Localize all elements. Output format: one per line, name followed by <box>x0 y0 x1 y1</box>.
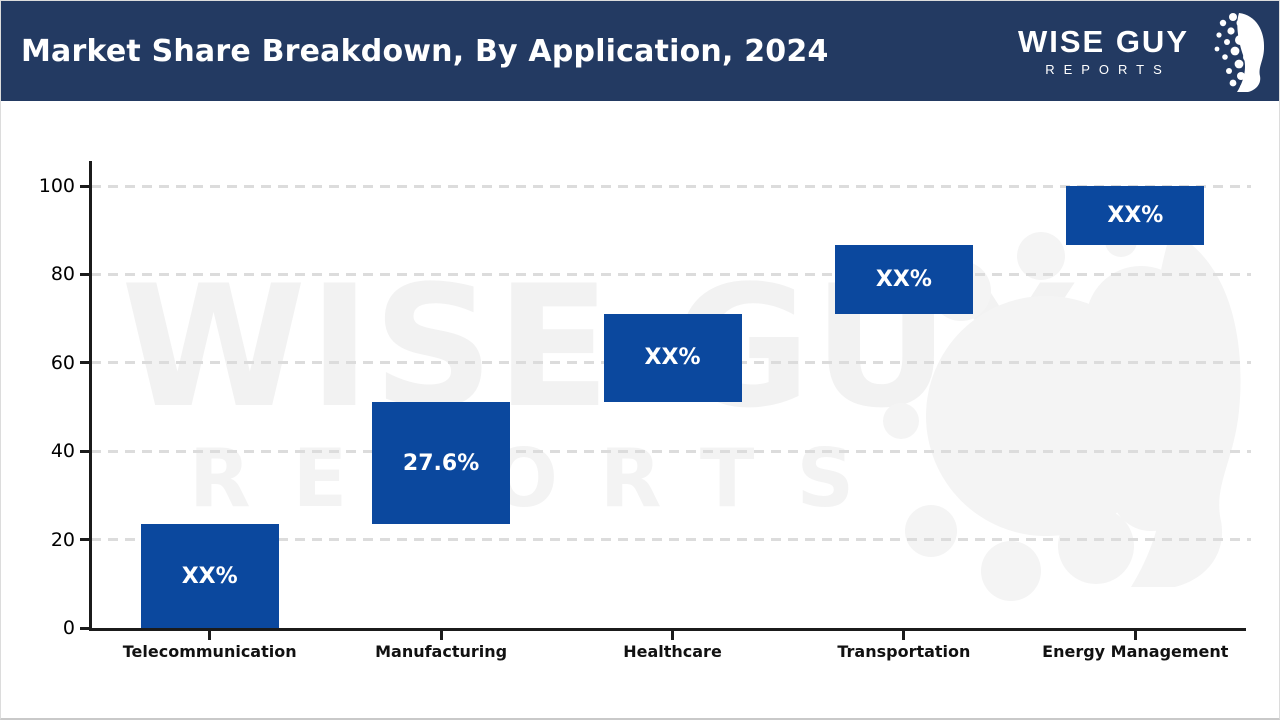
bar-value-label: 27.6% <box>402 450 480 476</box>
y-tick-0 <box>80 626 89 630</box>
brand-wordmark: WISE GUY REPORTS <box>1018 25 1189 79</box>
bar-value-label: XX% <box>875 266 932 292</box>
chart-title: Market Share Breakdown, By Application, … <box>21 34 829 69</box>
y-tick-40 <box>80 449 89 453</box>
brand-name-line1: WISE GUY <box>1017 24 1189 59</box>
bar-healthcare: XX% <box>603 313 742 403</box>
y-tick-100 <box>80 184 89 188</box>
bar-value-label: XX% <box>644 345 701 371</box>
y-tick-80 <box>80 272 89 276</box>
x-axis-line <box>89 628 1246 631</box>
gridline-80 <box>91 272 1251 276</box>
y-tick-label-100: 100 <box>38 175 75 197</box>
gridline-20 <box>91 538 1251 542</box>
x-category-label-1: Manufacturing <box>375 642 508 661</box>
y-axis-line <box>89 161 92 631</box>
header-bar: Market Share Breakdown, By Application, … <box>1 1 1279 101</box>
y-tick-60 <box>80 361 89 365</box>
x-tick-1 <box>439 631 443 640</box>
gridline-40 <box>91 449 1251 453</box>
brand-name-line2: REPORTS <box>1045 62 1171 77</box>
x-tick-0 <box>208 631 212 640</box>
brand-logo: WISE GUY REPORTS <box>1018 11 1267 93</box>
bar-value-label: XX% <box>1107 203 1164 229</box>
bar-telecommunication: XX% <box>140 524 279 628</box>
bar-value-label: XX% <box>181 563 238 589</box>
x-tick-4 <box>1133 631 1137 640</box>
bar-energy-management: XX% <box>1066 186 1205 246</box>
x-tick-2 <box>671 631 674 640</box>
gridline-100 <box>91 184 1251 188</box>
head-logo-icon <box>1214 13 1265 92</box>
y-tick-label-60: 60 <box>50 351 75 374</box>
x-tick-3 <box>902 631 906 640</box>
x-category-label-0: Telecommunication <box>122 642 297 661</box>
y-tick-label-40: 40 <box>50 440 75 463</box>
bar-transportation: XX% <box>834 245 973 314</box>
y-tick-label-0: 0 <box>62 617 75 639</box>
x-category-label-3: Transportation <box>837 642 971 661</box>
bar-manufacturing: 27.6% <box>372 402 511 525</box>
x-category-label-4: Energy Management <box>1042 642 1229 661</box>
y-tick-20 <box>80 538 89 542</box>
x-category-label-2: Healthcare <box>623 642 722 661</box>
y-tick-label-20: 20 <box>50 528 75 551</box>
y-tick-label-80: 80 <box>50 263 75 286</box>
watermark-head-icon <box>883 225 1241 601</box>
